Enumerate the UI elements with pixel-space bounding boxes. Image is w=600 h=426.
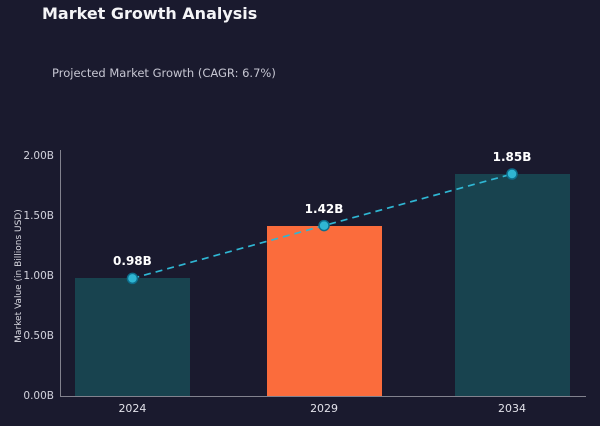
chart-bar <box>74 278 190 396</box>
data-point-marker <box>506 168 518 180</box>
y-tick-label: 0.50B <box>23 330 54 342</box>
y-tick-label: 1.50B <box>23 210 54 222</box>
data-point-marker <box>126 272 139 285</box>
y-tick-label: 0.00B <box>23 390 54 402</box>
chart-title: Market Growth Analysis <box>42 4 258 23</box>
value-label: 1.85B <box>492 150 532 164</box>
plot-area: 0.98B 1.42B 1.85B <box>60 150 585 396</box>
x-tick-label: 2029 <box>310 402 339 415</box>
x-axis-line <box>60 396 586 397</box>
y-axis-line <box>60 150 61 397</box>
data-point-marker <box>318 219 330 232</box>
trend-line-overlay <box>126 168 518 285</box>
chart-bar <box>266 225 382 396</box>
x-tick-label: 2034 <box>498 402 527 415</box>
value-label: 0.98B <box>113 254 152 269</box>
value-label: 1.42B <box>304 201 344 216</box>
x-tick-label: 2024 <box>118 402 147 415</box>
chart-bar <box>454 174 570 396</box>
y-tick-label: 2.00B <box>23 150 54 162</box>
y-tick-label: 1.00B <box>23 270 54 282</box>
chart-subtitle: Projected Market Growth (CAGR: 6.7%) <box>52 66 276 80</box>
